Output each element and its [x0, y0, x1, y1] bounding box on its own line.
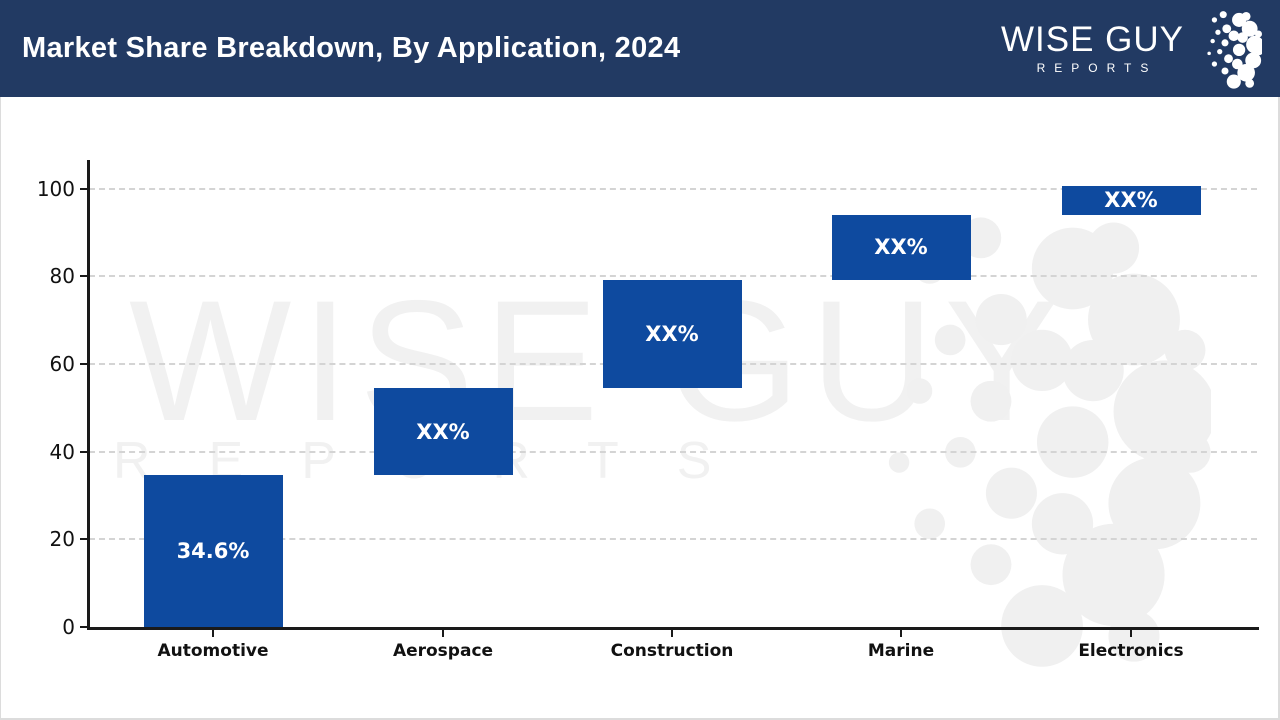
x-axis-label-automotive: Automotive: [157, 641, 269, 661]
bar-automotive: 34.6%: [143, 475, 283, 627]
brand-logo: WISE GUY REPORTS: [1001, 7, 1262, 91]
chart-canvas: WISE GUY REPORTS 02040608010034.6%XX%XX%…: [0, 97, 1280, 720]
y-tick-label-20: 20: [49, 527, 75, 552]
bar-value-label: XX%: [874, 235, 928, 260]
x-tick-mark-aerospace: [442, 629, 444, 637]
y-tick-mark-80: [80, 275, 87, 278]
y-tick-mark-20: [80, 538, 87, 541]
x-tick-mark-marine: [900, 629, 902, 637]
bar-value-label: XX%: [416, 419, 470, 444]
dotted-face-icon: [1207, 10, 1262, 89]
x-axis-label-construction: Construction: [610, 641, 734, 661]
gridline-40: [89, 450, 1257, 453]
y-tick-label-0: 0: [62, 615, 75, 639]
x-axis-label-aerospace: Aerospace: [392, 641, 494, 661]
x-axis-label-electronics: Electronics: [1078, 641, 1184, 661]
bar-aerospace: XX%: [373, 388, 513, 476]
y-tick-mark-0: [80, 626, 87, 628]
bar-value-label: 34.6%: [176, 539, 250, 564]
x-axis-label-marine: Marine: [867, 641, 935, 661]
brand-logo-primary: WISE GUY: [1000, 20, 1184, 59]
gridline-20: [89, 538, 1257, 541]
gridline-100: [89, 187, 1257, 190]
y-tick-label-80: 80: [49, 264, 75, 289]
header-bar: Market Share Breakdown, By Application, …: [0, 0, 1280, 97]
watermark-text-primary: WISE GUY: [129, 265, 1070, 457]
y-tick-label-40: 40: [49, 439, 75, 464]
bar-electronics: XX%: [1061, 185, 1201, 215]
x-tick-mark-automotive: [212, 629, 214, 637]
x-tick-mark-construction: [671, 629, 673, 637]
y-tick-label-60: 60: [49, 351, 75, 376]
y-tick-label-100: 100: [36, 176, 75, 201]
gridline-80: [89, 275, 1257, 278]
y-axis-spine: [87, 160, 90, 629]
x-tick-mark-electronics: [1130, 629, 1132, 637]
bar-value-label: XX%: [1104, 188, 1158, 213]
bar-value-label: XX%: [645, 322, 699, 347]
brand-logo-secondary: REPORTS: [1036, 61, 1158, 75]
brand-logo-text: WISE GUY REPORTS: [1001, 22, 1184, 75]
y-tick-mark-100: [80, 187, 87, 190]
page-title: Market Share Breakdown, By Application, …: [22, 32, 681, 64]
x-axis-spine: [87, 627, 1259, 630]
bar-marine: XX%: [831, 214, 971, 280]
y-tick-mark-40: [80, 450, 87, 453]
y-tick-mark-60: [80, 362, 87, 365]
bar-construction: XX%: [602, 279, 742, 389]
